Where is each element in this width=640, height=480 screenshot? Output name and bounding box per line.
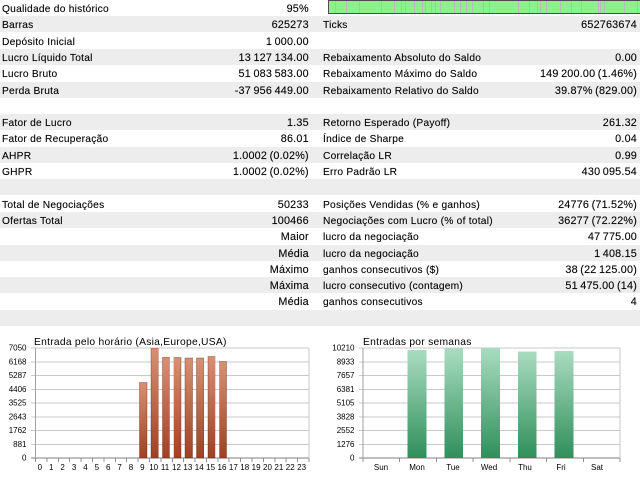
svg-text:17: 17 (229, 463, 238, 472)
svg-text:23: 23 (297, 463, 306, 472)
svg-text:15: 15 (206, 463, 215, 472)
svg-text:0: 0 (350, 454, 355, 463)
svg-text:6: 6 (106, 463, 111, 472)
svg-text:8: 8 (129, 463, 134, 472)
svg-text:6381: 6381 (337, 385, 355, 394)
svg-text:19: 19 (252, 463, 261, 472)
svg-text:1: 1 (49, 463, 54, 472)
svg-text:5105: 5105 (337, 399, 355, 408)
svg-text:13: 13 (183, 463, 192, 472)
svg-text:Mon: Mon (409, 463, 425, 472)
svg-text:0: 0 (38, 463, 43, 472)
svg-text:22: 22 (286, 463, 295, 472)
svg-text:2552: 2552 (337, 426, 355, 435)
svg-text:7657: 7657 (337, 371, 355, 380)
svg-text:4: 4 (83, 463, 88, 472)
svg-text:1762: 1762 (9, 426, 27, 435)
svg-text:6168: 6168 (9, 357, 27, 366)
svg-text:2643: 2643 (9, 412, 27, 421)
svg-text:Tue: Tue (446, 463, 460, 472)
svg-text:Sun: Sun (374, 463, 388, 472)
svg-text:3: 3 (72, 463, 77, 472)
svg-text:20: 20 (263, 463, 272, 472)
svg-text:Thu: Thu (518, 463, 532, 472)
svg-text:5287: 5287 (9, 371, 27, 380)
svg-text:881: 881 (13, 440, 27, 449)
svg-text:12: 12 (172, 463, 181, 472)
svg-text:11: 11 (161, 463, 170, 472)
svg-text:Sat: Sat (591, 463, 604, 472)
svg-text:4406: 4406 (9, 385, 27, 394)
svg-text:1276: 1276 (337, 440, 355, 449)
svg-text:10210: 10210 (332, 344, 355, 353)
svg-text:0: 0 (22, 454, 27, 463)
svg-text:Fri: Fri (556, 463, 566, 472)
svg-text:3828: 3828 (337, 412, 355, 421)
svg-text:21: 21 (274, 463, 283, 472)
svg-text:3525: 3525 (9, 399, 27, 408)
svg-text:7: 7 (117, 463, 122, 472)
svg-text:10: 10 (149, 463, 158, 472)
svg-text:14: 14 (195, 463, 204, 472)
svg-text:8933: 8933 (337, 357, 355, 366)
svg-text:Wed: Wed (481, 463, 497, 472)
svg-text:9: 9 (140, 463, 145, 472)
svg-text:7050: 7050 (9, 344, 27, 353)
svg-text:2: 2 (60, 463, 65, 472)
svg-text:18: 18 (240, 463, 249, 472)
svg-text:16: 16 (218, 463, 227, 472)
svg-text:Entradas por semanas: Entradas por semanas (363, 337, 472, 348)
svg-text:Entrada pelo horário (Asia,Eur: Entrada pelo horário (Asia,Europe,USA) (34, 337, 227, 348)
svg-text:5: 5 (95, 463, 100, 472)
